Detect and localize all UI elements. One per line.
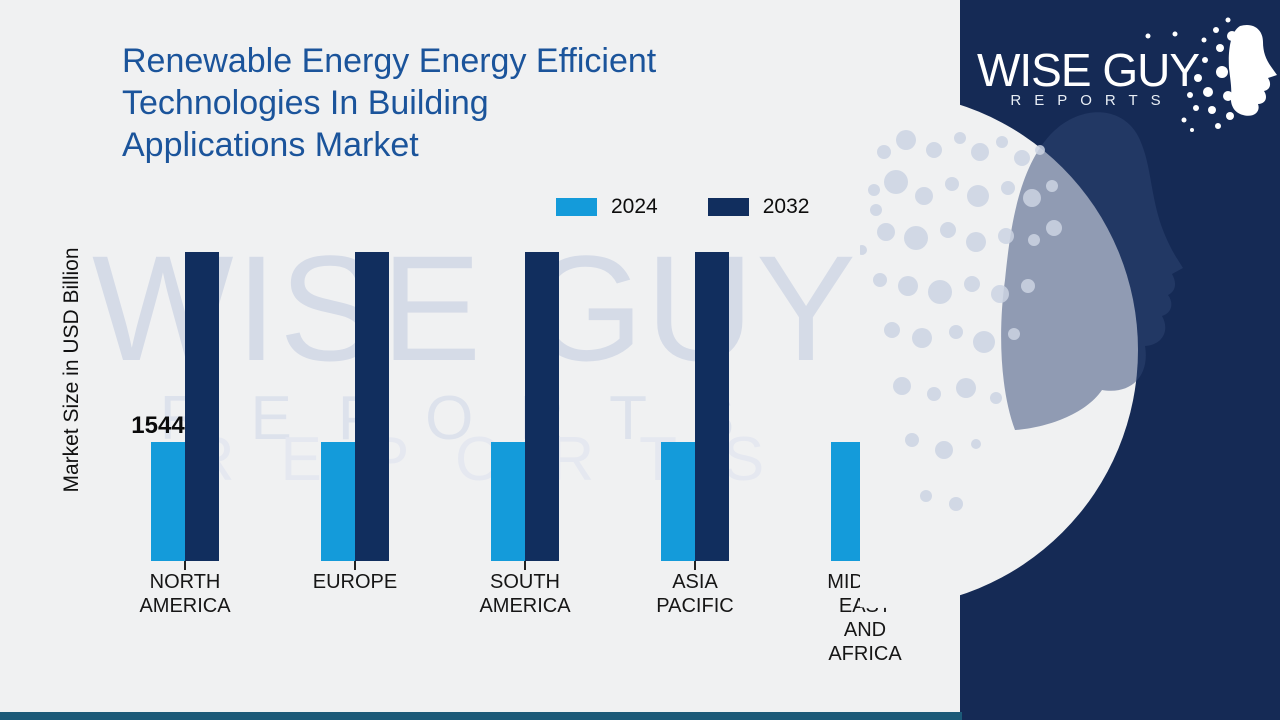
bar-2024-europe: [321, 441, 355, 561]
bar-2032-asia-pacific: [695, 252, 729, 561]
x-axis-category-label: NORTH AMERICA: [139, 571, 231, 617]
plot-area: 1544.9 NORTH AMERICA EUROPE SOUTH AMERICA AS…: [131, 252, 903, 665]
footer-accent-bar: [0, 712, 962, 720]
bar-2032-europe: [355, 252, 389, 561]
legend-swatch-2032: [707, 198, 749, 216]
x-axis-tick: [524, 561, 526, 570]
x-axis-category-label: SOUTH AMERICA: [479, 571, 571, 617]
x-axis-tick: [184, 561, 186, 570]
bar-2024-north-america: [151, 441, 185, 561]
legend-item-2024: 2024: [556, 195, 658, 219]
x-axis-tick: [354, 561, 356, 570]
logo-reports-text: REPORTS: [1010, 92, 1173, 109]
bar-2024-south-america: [491, 441, 525, 561]
logo-face-profile-icon: [1228, 24, 1277, 116]
face-silhouette-watermark: [1001, 112, 1183, 430]
x-axis-tick: [694, 561, 696, 570]
dot-cloud-watermark: [860, 130, 1062, 511]
bar-2032-north-america: [185, 252, 219, 561]
chart-legend: 2024 2032: [556, 195, 809, 219]
bar-2032-south-america: [525, 252, 559, 561]
bar-2024-asia-pacific: [661, 441, 695, 561]
x-axis-category-label: EUROPE: [312, 571, 398, 593]
x-axis-category-label: ASIA PACIFIC: [656, 571, 734, 617]
brand-panel: WISE GUY REPORTS: [860, 0, 1280, 720]
logo-wiseguy-text: WISE GUY: [977, 44, 1199, 96]
legend-label-2032: 2032: [762, 195, 810, 218]
logo-face-dots-icon: [1145, 17, 1237, 132]
legend-item-2032: 2032: [707, 195, 810, 219]
legend-label-2024: 2024: [611, 195, 658, 218]
legend-swatch-2024: [556, 198, 597, 216]
chart-title: Renewable Energy Energy Efficient Techno…: [122, 42, 657, 164]
